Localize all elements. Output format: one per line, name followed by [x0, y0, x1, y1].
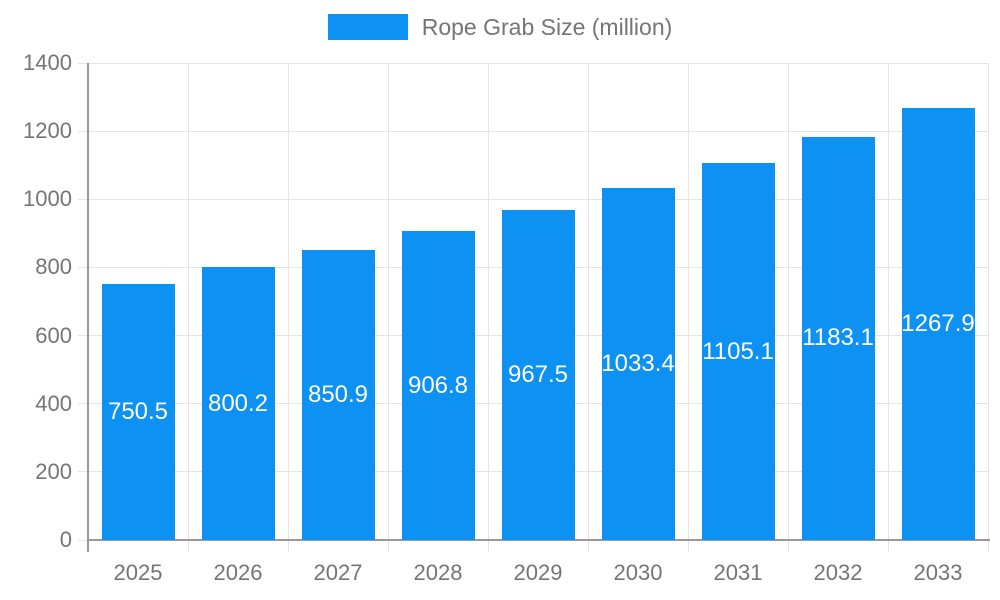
legend-label: Rope Grab Size (million) [421, 14, 673, 40]
bar [901, 108, 975, 540]
bar-value-label: 1267.9 [901, 310, 975, 337]
y-tick-mark [78, 403, 88, 405]
y-axis-tick-label: 800 [35, 254, 72, 280]
x-axis-tick-label: 2028 [413, 560, 463, 585]
x-axis-tick-label: 2027 [313, 560, 363, 585]
bar-value-label: 800.2 [207, 389, 269, 417]
y-axis-tick-label: 1400 [23, 50, 72, 75]
x-gridline [687, 63, 689, 552]
x-axis-tick-label: 2025 [113, 560, 163, 585]
bar [201, 267, 275, 540]
bar [801, 136, 875, 540]
x-gridline [787, 63, 789, 552]
y-axis-line [87, 63, 89, 552]
y-axis-tick-label: 0 [59, 527, 72, 552]
x-axis-tick-label: 2033 [913, 560, 963, 585]
bar [601, 187, 675, 540]
y-gridline [88, 198, 988, 200]
x-gridline [587, 63, 589, 552]
x-axis-tick-label: 2029 [513, 560, 563, 585]
y-gridline [88, 130, 988, 132]
x-gridline [287, 63, 289, 552]
y-axis-tick-label: 1000 [23, 186, 72, 212]
x-gridline [987, 63, 989, 552]
y-tick-mark [78, 471, 88, 473]
y-axis-tick-label: 400 [35, 390, 72, 416]
x-gridline [187, 63, 189, 552]
y-gridline [88, 62, 988, 64]
y-tick-mark [78, 62, 88, 64]
y-tick-mark [78, 266, 88, 268]
bar-value-label: 1105.1 [702, 337, 774, 365]
bar [301, 250, 375, 540]
y-tick-mark [78, 335, 88, 337]
y-axis-tick-label: 600 [35, 322, 72, 348]
x-gridline [887, 63, 889, 552]
bar [501, 210, 575, 540]
bar-value-label: 1183.1 [802, 324, 874, 352]
bar-value-label: 967.5 [507, 361, 569, 389]
bar [101, 284, 175, 540]
bar-value-label: 1033.4 [601, 349, 675, 377]
x-axis-tick-label: 2026 [213, 560, 263, 585]
x-axis-line [88, 539, 990, 541]
y-tick-mark [78, 539, 88, 541]
y-axis-tick-label: 1200 [23, 118, 72, 144]
x-axis-tick-label: 2030 [613, 560, 663, 585]
bar-value-label: 906.8 [407, 371, 469, 399]
legend-swatch[interactable] [327, 14, 408, 40]
bar [701, 163, 775, 540]
x-axis-tick-label: 2032 [813, 560, 863, 585]
y-axis-tick-label: 200 [35, 458, 72, 484]
x-gridline [487, 63, 489, 552]
x-axis-tick-label: 2031 [713, 560, 763, 585]
bar-value-label: 750.5 [107, 398, 169, 426]
y-tick-mark [78, 130, 88, 132]
chart-legend[interactable]: Rope Grab Size (million) [0, 14, 1000, 40]
bar-value-label: 850.9 [307, 381, 369, 409]
bar [401, 231, 475, 540]
x-gridline [387, 63, 389, 552]
y-tick-mark [78, 198, 88, 200]
